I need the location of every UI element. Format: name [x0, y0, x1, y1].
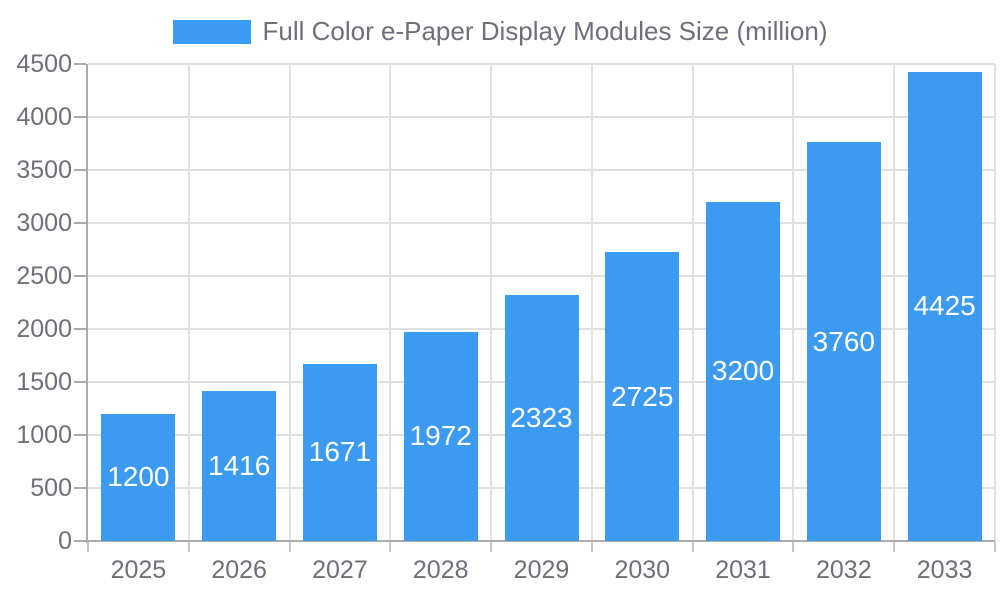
x-axis-label: 2028 [412, 556, 469, 584]
x-axis-label: 2030 [614, 556, 671, 584]
y-axis-label: 500 [30, 474, 72, 502]
x-axis-label: 2025 [110, 556, 167, 584]
bar-2033[interactable]: 4425 [907, 71, 982, 541]
legend-label: Full Color e-Paper Display Modules Size … [262, 16, 828, 46]
x-axis-label: 2026 [211, 556, 267, 584]
gridline-vertical [288, 64, 291, 541]
x-axis-tick [187, 542, 190, 552]
x-axis-label: 2029 [513, 556, 570, 584]
bar-value-label: 3760 [812, 325, 875, 357]
x-axis-label: 2032 [816, 556, 872, 584]
x-axis-label: 2027 [312, 556, 368, 584]
legend[interactable]: Full Color e-Paper Display Modules Size … [0, 16, 1000, 47]
gridline-vertical [691, 64, 694, 541]
gridline-vertical [490, 64, 493, 541]
bar-value-label: 4425 [913, 290, 976, 322]
gridline-vertical [792, 64, 795, 541]
y-axis-tick [74, 116, 86, 118]
x-axis-line [86, 540, 995, 542]
x-axis-tick [389, 542, 392, 552]
legend-swatch-icon [172, 19, 251, 44]
gridline-horizontal [88, 63, 995, 65]
y-axis-label: 2500 [16, 262, 72, 290]
gridline-vertical [893, 64, 896, 541]
y-axis-label: 1000 [16, 421, 72, 449]
y-axis-tick [74, 434, 86, 436]
gridline-horizontal [88, 169, 995, 171]
bar-value-label: 1200 [107, 461, 170, 493]
bar-2026[interactable]: 1416 [202, 390, 277, 541]
bar-value-label: 3200 [711, 355, 775, 387]
x-axis-tick [893, 542, 896, 552]
x-axis-tick [87, 542, 89, 552]
bar-2031[interactable]: 3200 [706, 201, 781, 541]
bar-value-label: 2725 [611, 380, 674, 412]
gridline-vertical [994, 64, 996, 541]
bar-2030[interactable]: 2725 [605, 252, 680, 541]
y-axis-tick [74, 63, 86, 65]
gridline-vertical [187, 64, 190, 541]
x-axis-tick [490, 542, 493, 552]
y-axis-tick [74, 222, 86, 224]
bar-value-label: 1671 [308, 436, 372, 468]
bar-value-label: 1972 [409, 420, 472, 452]
y-axis-line [86, 64, 88, 543]
bar-2028[interactable]: 1972 [403, 331, 478, 541]
y-axis-label: 1500 [16, 368, 72, 396]
gridline-horizontal [88, 222, 995, 224]
y-axis-label: 4000 [16, 103, 72, 131]
y-axis-tick [74, 275, 86, 277]
bar-2027[interactable]: 1671 [302, 363, 377, 541]
bar-2025[interactable]: 1200 [101, 413, 176, 541]
x-axis-tick [994, 542, 996, 552]
gridline-vertical [590, 64, 593, 541]
bar-value-label: 1416 [208, 449, 271, 481]
y-axis-tick [74, 328, 86, 330]
y-axis-label: 2000 [16, 315, 72, 343]
bar-value-label: 2323 [510, 401, 573, 433]
gridline-horizontal [88, 275, 995, 277]
gridline-vertical [389, 64, 392, 541]
x-axis-tick [288, 542, 291, 552]
y-axis-tick [74, 487, 86, 489]
x-axis-label: 2033 [916, 556, 973, 584]
x-axis-tick [590, 542, 593, 552]
y-axis-label: 3500 [16, 156, 72, 184]
y-axis-tick [74, 381, 86, 383]
y-axis-tick [74, 540, 86, 542]
x-axis-label: 2031 [715, 556, 771, 584]
x-axis-tick [792, 542, 795, 552]
y-axis-label: 3000 [16, 209, 72, 237]
y-axis-label: 0 [58, 527, 72, 555]
gridline-horizontal [88, 116, 995, 118]
y-axis-label: 4500 [16, 50, 72, 78]
bar-2032[interactable]: 3760 [806, 142, 881, 541]
x-axis-tick [691, 542, 694, 552]
y-axis-tick [74, 169, 86, 171]
bar-2029[interactable]: 2323 [504, 294, 579, 541]
